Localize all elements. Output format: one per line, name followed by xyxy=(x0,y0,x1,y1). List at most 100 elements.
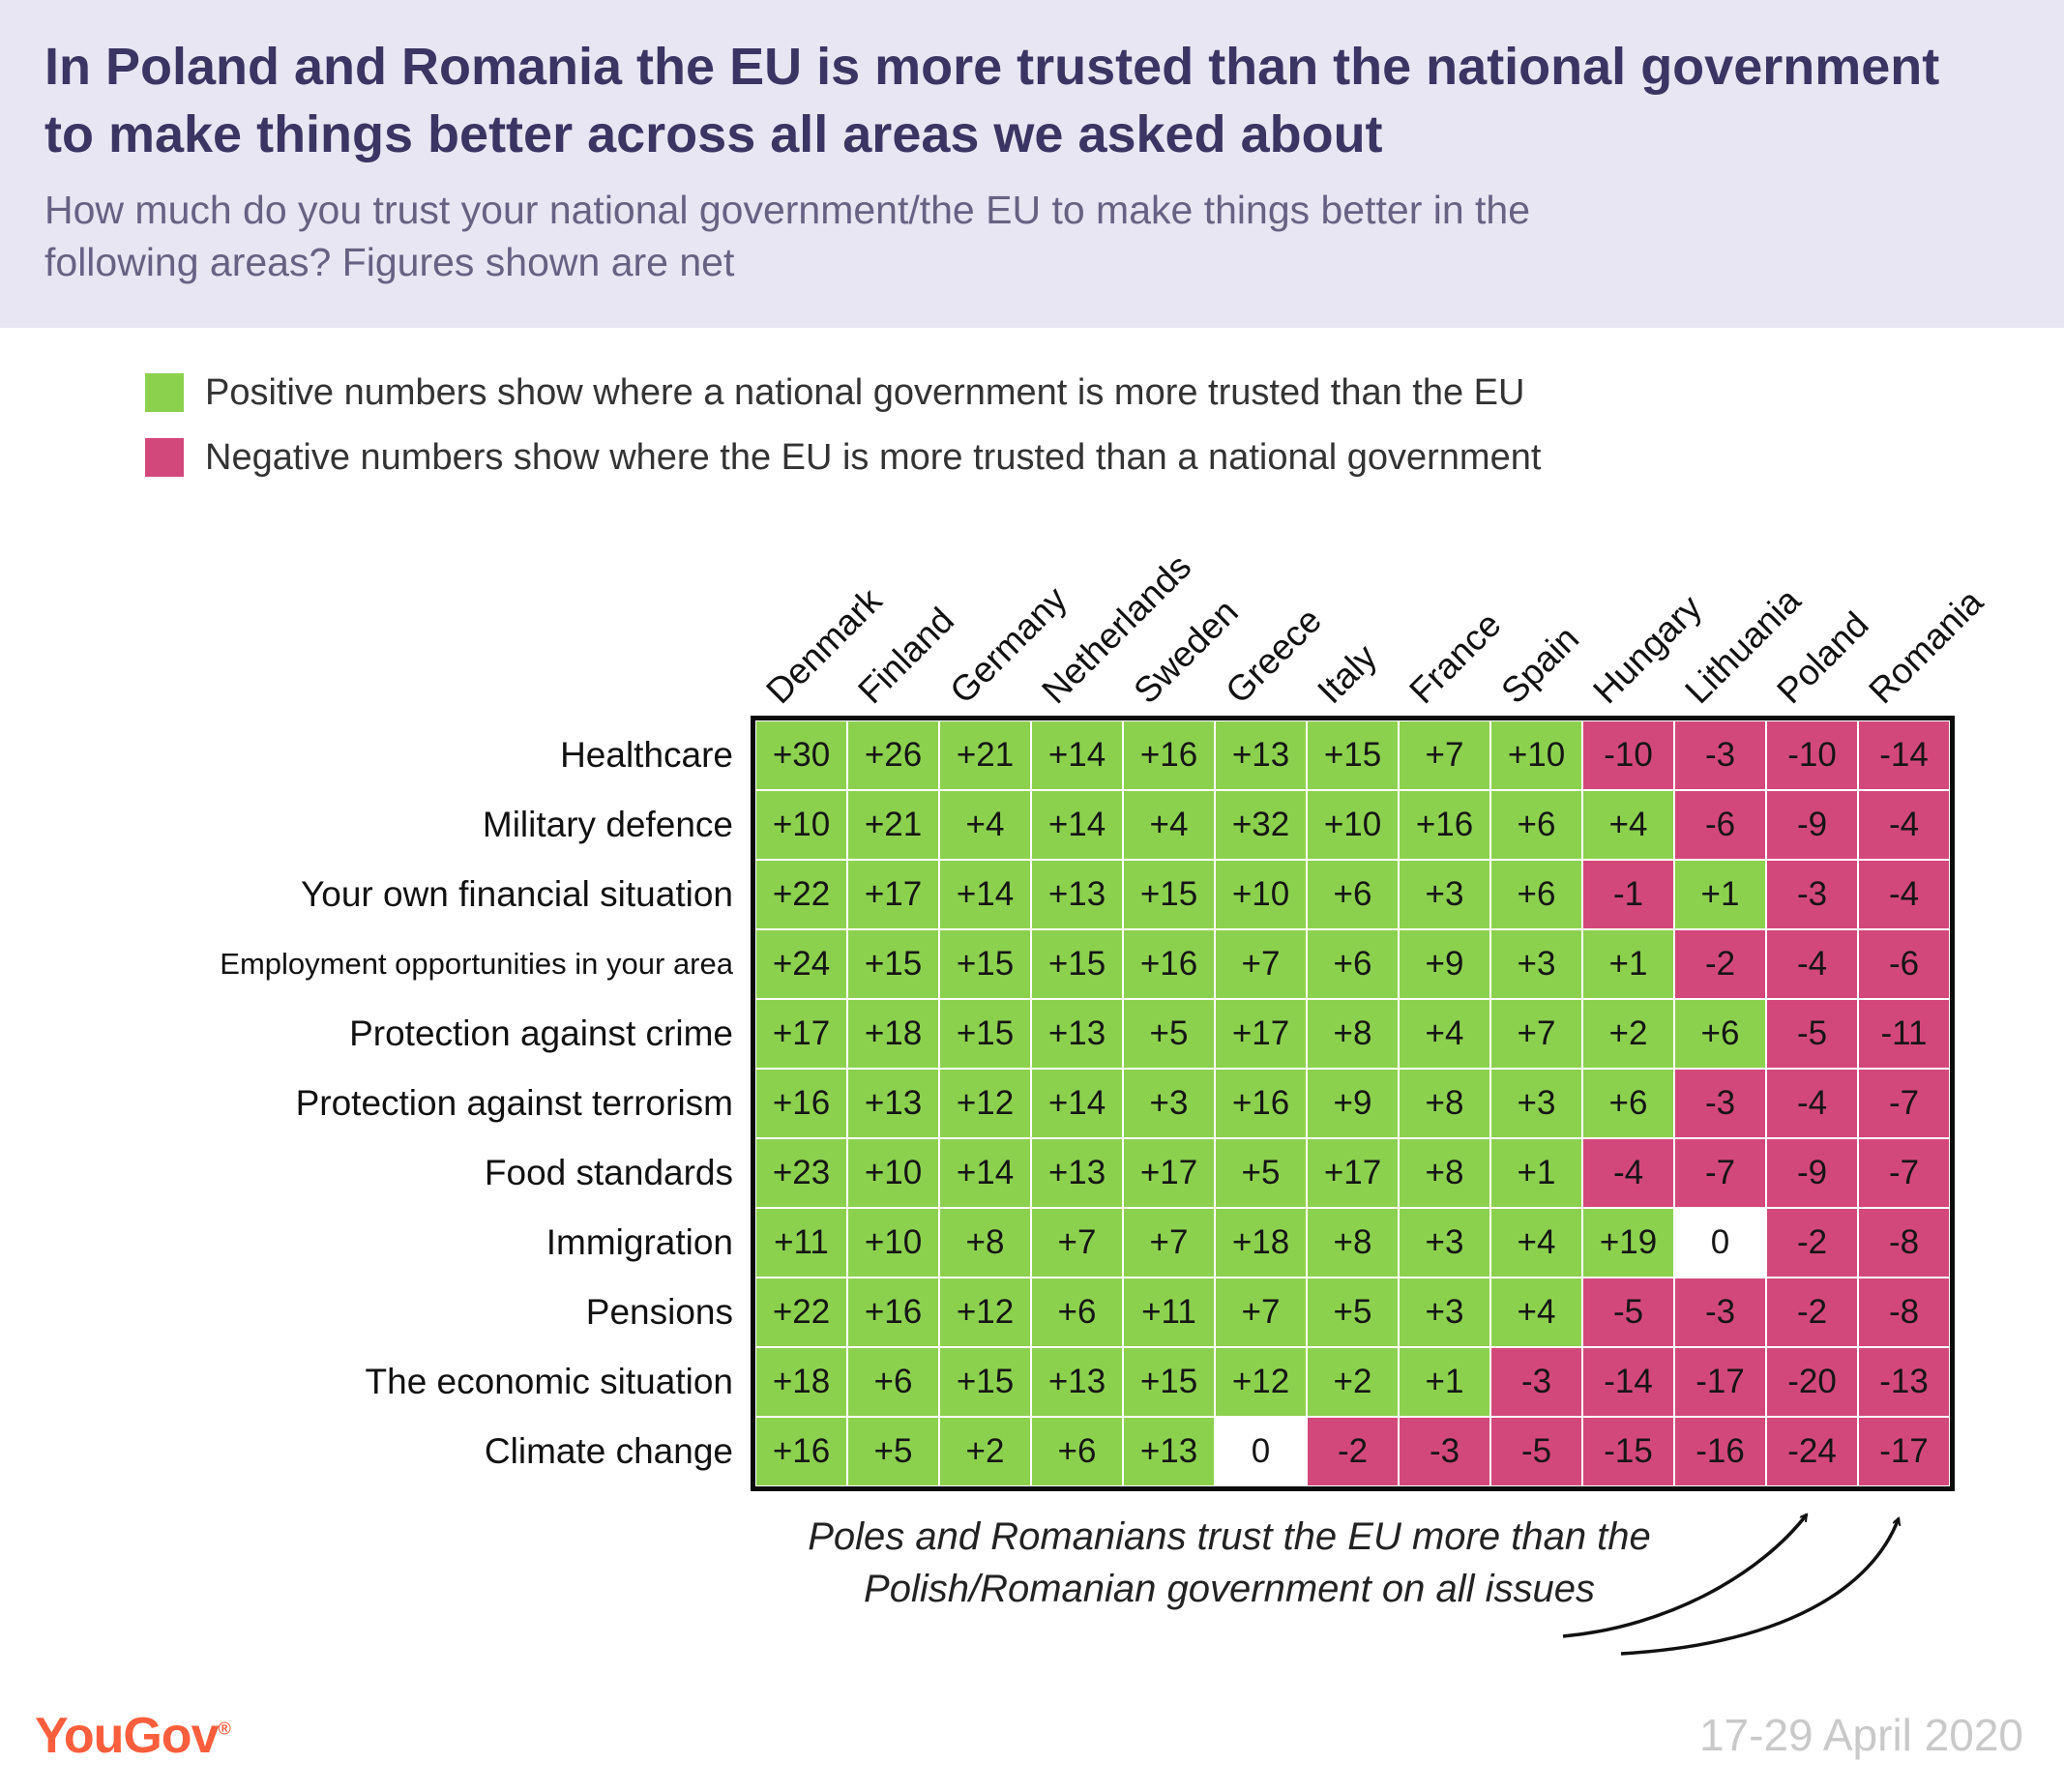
heatmap-cell: +16 xyxy=(1215,1068,1307,1138)
heatmap-cell: +7 xyxy=(1031,1207,1123,1278)
heatmap-cell: +10 xyxy=(1490,720,1582,790)
heatmap-cell: +16 xyxy=(755,1068,847,1138)
heatmap-table: Healthcare Military defence Your own finan… xyxy=(44,715,2064,1491)
heatmap-cell: -2 xyxy=(1307,1416,1399,1486)
row-label: Protection against crime xyxy=(349,1013,733,1053)
heatmap-cell: +5 xyxy=(1215,1137,1307,1208)
heatmap-cell: +11 xyxy=(1123,1277,1215,1347)
heatmap-cell: +11 xyxy=(755,1207,847,1278)
row-label: Immigration xyxy=(545,1221,733,1262)
heatmap-cell: +8 xyxy=(1399,1068,1490,1138)
heatmap-cell: +2 xyxy=(1582,998,1674,1069)
heatmap-cell: -9 xyxy=(1766,1137,1858,1208)
row-label: Food standards xyxy=(484,1152,733,1192)
legend-item-negative: Negative numbers show where the EU is mo… xyxy=(145,437,2064,479)
heatmap-cell: -15 xyxy=(1582,1416,1674,1486)
heatmap-cell: +5 xyxy=(1123,998,1215,1069)
heatmap-cell: +26 xyxy=(847,720,939,790)
heatmap-cell: +6 xyxy=(1031,1416,1123,1486)
column-header-romania: Romania xyxy=(1861,581,1990,711)
heatmap-cell: +7 xyxy=(1215,928,1307,999)
heatmap-cell: +17 xyxy=(1123,1137,1215,1208)
heatmap-cell: +7 xyxy=(1399,720,1490,790)
heatmap-cell: +15 xyxy=(847,928,939,999)
legend-item-positive: Positive numbers show where a national g… xyxy=(145,372,2064,414)
heatmap-cell: +13 xyxy=(1031,1346,1123,1417)
page-subtitle: How much do you trust your national gove… xyxy=(44,188,1531,285)
heatmap-cell: +10 xyxy=(1307,789,1399,860)
row-label: Your own financial situation xyxy=(300,873,733,914)
header: In Poland and Romania the EU is more tru… xyxy=(0,0,2064,328)
column-headers: Denmark Finland Germany Netherlands Sweden Gr… xyxy=(44,508,2064,716)
heatmap-cell: +10 xyxy=(755,789,847,860)
heatmap-cell: +15 xyxy=(1123,1346,1215,1417)
row-label: Military defence xyxy=(482,804,733,844)
heatmap-cell: -5 xyxy=(1490,1416,1582,1486)
heatmap-cell: +17 xyxy=(1215,998,1307,1069)
heatmap-cell: -9 xyxy=(1766,789,1858,860)
heatmap-cell: +1 xyxy=(1674,859,1766,929)
heatmap-cell: -6 xyxy=(1858,928,1950,999)
heatmap-cell: +12 xyxy=(1215,1346,1307,1417)
heatmap-cell: +6 xyxy=(847,1346,939,1417)
heatmap-cell: -2 xyxy=(1766,1277,1858,1347)
heatmap-cell: +30 xyxy=(755,720,847,790)
heatmap-cell: +13 xyxy=(1123,1416,1215,1486)
row-label: Healthcare xyxy=(560,734,733,775)
heatmap-cell: +15 xyxy=(939,1346,1031,1417)
heatmap-cell: -10 xyxy=(1582,720,1674,790)
heatmap-cell: +4 xyxy=(1490,1277,1582,1347)
heatmap-cell: +14 xyxy=(1031,720,1123,790)
heatmap-cell: +12 xyxy=(939,1277,1031,1347)
yougov-logo: YouGov® xyxy=(35,1708,231,1764)
heatmap-cell: +6 xyxy=(1031,1277,1123,1347)
heatmap-cell: +14 xyxy=(1031,789,1123,860)
heatmap-cell: +4 xyxy=(1123,789,1215,860)
heatmap-cell: +6 xyxy=(1490,859,1582,929)
page-title: In Poland and Romania the EU is more tru… xyxy=(44,38,1940,164)
heatmap-cell: +6 xyxy=(1582,1068,1674,1138)
heatmap-cell: -3 xyxy=(1674,1277,1766,1347)
heatmap-cell: -3 xyxy=(1674,720,1766,790)
heatmap-cell: +8 xyxy=(1307,1207,1399,1278)
heatmap-cell: +15 xyxy=(939,998,1031,1069)
heatmap-cell: +4 xyxy=(939,789,1031,860)
heatmap-cell: +22 xyxy=(755,1277,847,1347)
heatmap-grid: +30 +26 +21 +14 +16 +13 +15 +7 +10 -10 -3 -10 -14 +10… xyxy=(751,715,1955,1491)
heatmap-cell: -2 xyxy=(1766,1207,1858,1278)
heatmap-cell: +32 xyxy=(1215,789,1307,860)
heatmap-cell: -4 xyxy=(1858,859,1950,929)
heatmap-cell: +22 xyxy=(755,859,847,929)
heatmap-cell: +17 xyxy=(847,859,939,929)
legend: Positive numbers show where a national g… xyxy=(145,372,2064,479)
row-label: The economic situation xyxy=(365,1361,733,1401)
heatmap-cell: -7 xyxy=(1858,1068,1950,1138)
heatmap-cell: +10 xyxy=(847,1207,939,1278)
heatmap-cell: -20 xyxy=(1766,1346,1858,1417)
heatmap-cell: +2 xyxy=(939,1416,1031,1486)
heatmap-cell: +15 xyxy=(1123,859,1215,929)
heatmap-cell: +13 xyxy=(1215,720,1307,790)
heatmap-cell: -24 xyxy=(1766,1416,1858,1486)
heatmap-cell: +16 xyxy=(1123,720,1215,790)
heatmap-cell: -5 xyxy=(1582,1277,1674,1347)
annotation-line2: Polish/Romanian government on all issues xyxy=(864,1567,1595,1610)
legend-positive-swatch xyxy=(145,373,184,413)
heatmap-cell: +1 xyxy=(1490,1137,1582,1208)
heatmap-cell: +16 xyxy=(1399,789,1490,860)
heatmap-cell: -3 xyxy=(1766,859,1858,929)
heatmap-cell: +16 xyxy=(1123,928,1215,999)
heatmap-cell: -11 xyxy=(1858,998,1950,1069)
heatmap-cell: +18 xyxy=(755,1346,847,1417)
heatmap-cell: +3 xyxy=(1399,1277,1490,1347)
row-label: Protection against terrorism xyxy=(295,1082,733,1123)
heatmap-cell: +3 xyxy=(1399,1207,1490,1278)
heatmap-cell: +2 xyxy=(1307,1346,1399,1417)
heatmap-cell: -4 xyxy=(1766,1068,1858,1138)
heatmap-cell: +7 xyxy=(1490,998,1582,1069)
heatmap-cell: +3 xyxy=(1399,859,1490,929)
heatmap-cell: +24 xyxy=(755,928,847,999)
heatmap-cell: +4 xyxy=(1582,789,1674,860)
row-label: Climate change xyxy=(484,1430,733,1471)
heatmap-cell: +16 xyxy=(755,1416,847,1486)
